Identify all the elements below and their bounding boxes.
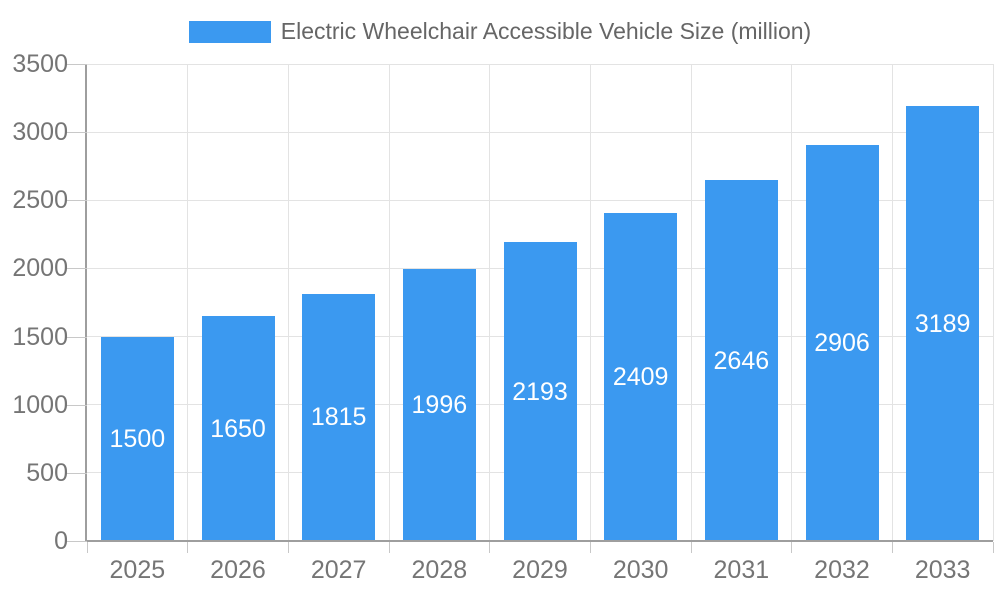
v-gridline — [589, 64, 591, 541]
h-gridline — [87, 131, 993, 133]
bar-value-label: 3189 — [914, 309, 971, 338]
x-tick-label: 2027 — [310, 556, 367, 584]
y-tick — [67, 200, 87, 202]
x-tick-label: 2025 — [109, 556, 166, 584]
legend-swatch — [188, 20, 271, 43]
x-tick — [589, 542, 591, 553]
y-tick-label: 500 — [26, 458, 68, 487]
x-tick — [287, 542, 289, 553]
x-tick-label: 2031 — [713, 556, 770, 584]
x-tick-label: 2029 — [512, 556, 568, 584]
bar-value-label: 2646 — [713, 346, 770, 375]
bar-value-label: 1650 — [210, 414, 266, 443]
y-tick-label: 1500 — [12, 322, 68, 351]
x-tick-label: 2030 — [612, 556, 669, 584]
y-tick — [67, 132, 87, 134]
x-tick — [187, 542, 189, 553]
y-tick — [67, 268, 87, 270]
v-gridline — [489, 64, 491, 541]
x-tick — [690, 542, 692, 553]
x-tick — [791, 542, 793, 553]
bar-value-label: 1815 — [310, 403, 367, 432]
legend[interactable]: Electric Wheelchair Accessible Vehicle S… — [0, 18, 1000, 45]
x-tick-label: 2026 — [210, 556, 266, 584]
y-tick-label: 2000 — [12, 254, 68, 283]
h-gridline — [87, 63, 993, 65]
x-tick-label: 2032 — [814, 556, 870, 584]
bar-value-label: 1500 — [109, 424, 166, 453]
y-tick — [67, 404, 87, 406]
plot-area: 1500 1650 1815 1996 2193 2409 2646 2906 3189 — [87, 63, 994, 541]
x-tick-label: 2033 — [914, 556, 971, 584]
x-tick — [891, 542, 893, 553]
x-tick — [489, 542, 491, 553]
y-tick — [67, 541, 87, 542]
x-tick — [86, 542, 88, 553]
v-gridline — [690, 64, 692, 541]
bar[interactable]: 1996 — [402, 268, 476, 541]
y-tick — [67, 64, 87, 65]
bar-value-label: 2906 — [814, 328, 870, 357]
v-gridline — [791, 64, 793, 541]
legend-label: Electric Wheelchair Accessible Vehicle S… — [280, 18, 812, 44]
y-tick-label: 2500 — [12, 186, 68, 215]
v-gridline — [891, 64, 893, 541]
bar[interactable]: 2193 — [503, 242, 577, 541]
y-tick — [67, 336, 87, 338]
x-axis-line — [87, 540, 993, 542]
bar-value-label: 2193 — [512, 377, 568, 406]
x-tick — [992, 542, 994, 553]
y-tick-label: 3500 — [12, 50, 68, 78]
v-gridline — [388, 64, 390, 541]
v-gridline — [287, 64, 289, 541]
bar-value-label: 2409 — [612, 362, 669, 391]
y-tick-label: 3000 — [12, 118, 68, 147]
bar[interactable]: 3189 — [906, 106, 980, 541]
bar[interactable]: 2906 — [805, 144, 879, 541]
bar[interactable]: 2409 — [604, 212, 678, 541]
bar[interactable]: 1815 — [302, 293, 376, 541]
v-gridline — [992, 64, 994, 541]
x-tick — [388, 542, 390, 553]
y-tick-label: 0 — [54, 527, 68, 555]
h-gridline — [87, 199, 993, 201]
bar[interactable]: 1500 — [100, 336, 174, 541]
bar[interactable]: 1650 — [201, 316, 275, 541]
bar[interactable]: 2646 — [704, 180, 778, 541]
x-tick-label: 2028 — [411, 556, 468, 584]
y-axis-line — [85, 64, 87, 541]
bar-value-label: 1996 — [411, 390, 468, 419]
v-gridline — [187, 64, 189, 541]
y-tick-label: 1000 — [12, 390, 68, 419]
y-tick — [67, 472, 87, 474]
